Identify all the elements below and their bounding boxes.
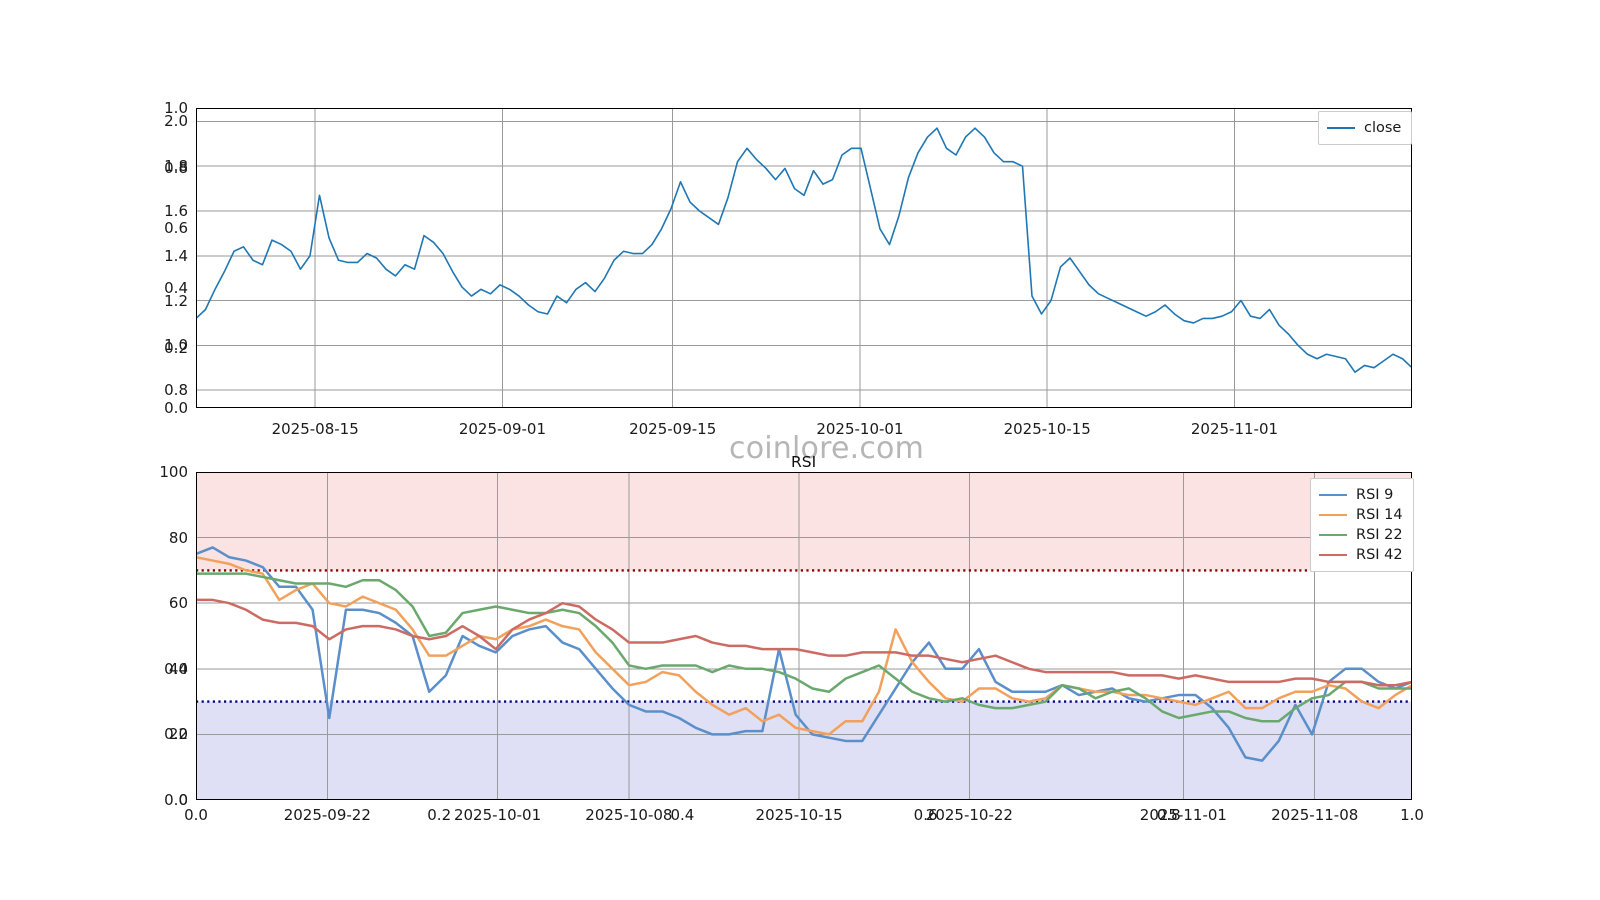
rsi-x-tick-secondary-0.0: 0.0 [184, 806, 208, 824]
rsi-x-tick-2025-10-22: 2025-10-22 [925, 806, 1013, 824]
rsi-legend-label: RSI 9 [1356, 487, 1394, 503]
rsi-x-tick-2025-11-08: 2025-11-08 [1271, 806, 1359, 824]
rsi-legend-label: RSI 22 [1356, 527, 1403, 543]
price-y-tick-1.6: 1.6 [164, 201, 188, 220]
rsi-line-rsi-14 [196, 556, 1412, 736]
rsi-chart-panel [196, 472, 1412, 800]
price-y-tick-1.8: 1.8 [164, 157, 188, 176]
rsi-legend-label: RSI 42 [1356, 547, 1403, 563]
legend-swatch-icon [1319, 554, 1347, 556]
rsi-y-tick-0: 0 [178, 791, 188, 809]
price-y-tick-secondary-0.2: 0.2 [164, 339, 188, 357]
legend-swatch-icon [1319, 514, 1347, 516]
rsi-x-tick-secondary-0.6: 0.6 [913, 806, 938, 824]
price-y-tick-secondary-1.0: 1.0 [164, 99, 188, 117]
rsi-legend-item-rsi-9[interactable]: RSI 9 [1319, 485, 1403, 505]
price-y-tick-secondary-0.0: 0.0 [164, 399, 188, 417]
rsi-panel-title: RSI [791, 453, 817, 471]
rsi-line-rsi-22 [196, 572, 1412, 723]
price-x-tick-2025-09-01: 2025-09-01 [458, 420, 547, 438]
legend-swatch-icon [1319, 534, 1347, 536]
rsi-x-tick-2025-10-08: 2025-10-08 [585, 806, 673, 824]
rsi-x-tick-2025-11-01: 2025-11-01 [1139, 806, 1227, 824]
rsi-band-oversold [196, 701, 1412, 800]
rsi-legend-item-rsi-42[interactable]: RSI 42 [1319, 545, 1403, 565]
price-x-tick-2025-10-01: 2025-10-01 [816, 420, 904, 438]
rsi-y-tick-secondary-0.2: 0.2 [164, 725, 188, 744]
price-y-tick-1.4: 1.4 [164, 246, 188, 265]
rsi-plot-area [196, 472, 1412, 800]
rsi-legend-label: RSI 14 [1356, 507, 1403, 523]
legend-swatch-icon [1327, 127, 1355, 129]
price-y-tick-secondary-0.4: 0.4 [164, 279, 188, 297]
price-x-tick-2025-08-15: 2025-08-15 [271, 420, 359, 438]
rsi-x-tick-secondary-0.2: 0.2 [427, 806, 452, 824]
price-chart-panel [196, 108, 1412, 408]
price-plot-area [196, 108, 1412, 408]
watermark: coinlore.com [729, 431, 925, 466]
rsi-x-tick-2025-10-15: 2025-10-15 [755, 806, 843, 824]
rsi-y-tick-80: 80 [168, 528, 188, 547]
rsi-x-tick-secondary-1.0: 1.0 [1400, 806, 1424, 824]
price-y-tick-2.0: 2.0 [164, 112, 188, 131]
price-y-tick-0.8: 0.8 [164, 381, 188, 400]
rsi-line-rsi-9 [196, 546, 1412, 762]
rsi-band-overbought [196, 472, 1412, 571]
rsi-legend-item-rsi-14[interactable]: RSI 14 [1319, 505, 1403, 525]
price-legend-label: close [1364, 120, 1402, 136]
price-x-tick-2025-09-15: 2025-09-15 [629, 420, 717, 438]
rsi-y-tick-secondary-0.0: 0.0 [164, 791, 188, 809]
price-line-close [196, 127, 1412, 373]
rsi-legend[interactable]: RSI 9 RSI 14 RSI 22 RSI 42 [1310, 478, 1414, 572]
price-x-tick-2025-11-01: 2025-11-01 [1190, 420, 1279, 438]
price-legend[interactable]: close [1318, 111, 1413, 145]
price-y-tick-1.0: 1.0 [164, 336, 188, 355]
price-legend-item-close[interactable]: close [1327, 118, 1401, 138]
rsi-y-tick-40: 40 [168, 659, 188, 678]
rsi-y-tick-20: 20 [168, 725, 188, 744]
legend-swatch-icon [1319, 494, 1347, 496]
rsi-legend-item-rsi-22[interactable]: RSI 22 [1319, 525, 1403, 545]
rsi-x-tick-secondary-0.8: 0.8 [1156, 806, 1181, 824]
rsi-y-tick-100: 100 [159, 463, 188, 481]
price-x-tick-2025-10-15: 2025-10-15 [1003, 420, 1091, 438]
price-y-tick-1.2: 1.2 [164, 291, 188, 310]
rsi-x-tick-2025-09-22: 2025-09-22 [283, 806, 371, 824]
rsi-x-tick-secondary-0.4: 0.4 [670, 806, 695, 824]
price-y-tick-secondary-0.6: 0.6 [164, 219, 188, 237]
rsi-y-tick-60: 60 [168, 594, 188, 613]
rsi-y-tick-secondary-0.4: 0.4 [164, 659, 188, 678]
rsi-line-rsi-42 [196, 598, 1412, 687]
price-y-tick-secondary-0.8: 0.8 [164, 159, 188, 177]
rsi-x-tick-2025-10-01: 2025-10-01 [453, 806, 542, 824]
